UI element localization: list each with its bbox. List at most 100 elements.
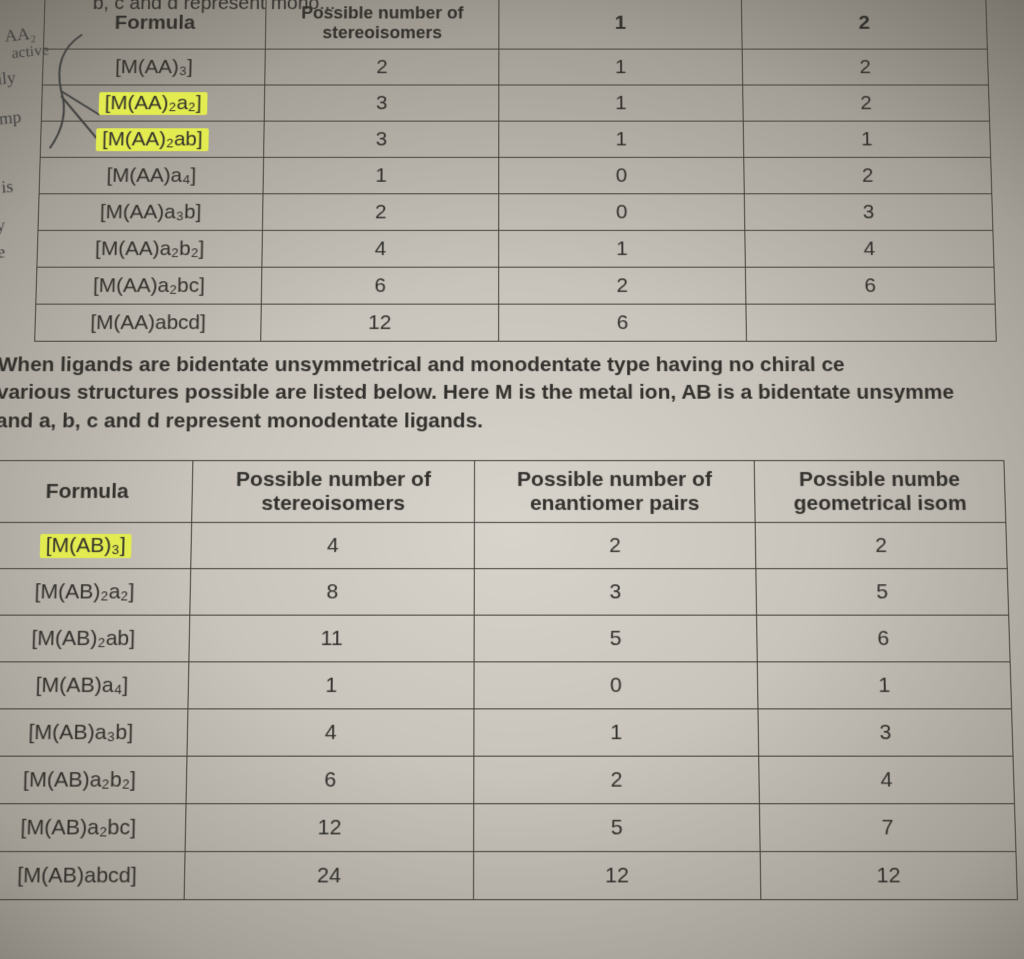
t2-stereo-0: 4 — [191, 522, 475, 568]
t2-stereo-4: 4 — [187, 709, 474, 756]
t2-enant-6: 5 — [474, 804, 761, 852]
t1-stereo-3: 1 — [263, 157, 499, 193]
t1-formula-1: [M(AA)₂a₂] — [41, 85, 264, 121]
t1-stereo-4: 2 — [262, 194, 498, 231]
t2-geom-1: 5 — [756, 569, 1009, 615]
t2-header-formula: Formula — [0, 461, 193, 523]
t2-header-stereo: Possible number of stereoisomers — [192, 461, 475, 523]
t2-geom-0: 2 — [755, 522, 1007, 568]
t2-formula-6: [M(AB)a₂bc] — [0, 804, 186, 852]
t2-enant-1: 3 — [474, 569, 756, 615]
table-row: [M(AA)a₂bc]626 — [36, 267, 995, 304]
t1-geom-2: 1 — [743, 121, 990, 157]
t1-stereo-7: 12 — [261, 304, 499, 341]
t1-stereo-5: 4 — [262, 230, 499, 267]
t1-geom-0: 2 — [742, 49, 988, 85]
t2-enant-3: 0 — [474, 662, 758, 709]
table-row: [M(AA)a₂b₂]414 — [37, 230, 994, 267]
t2-geom-2: 6 — [757, 615, 1011, 662]
t2-formula-4: [M(AB)a₃b] — [0, 709, 188, 756]
t1-header-geom: 2 — [741, 0, 987, 49]
t1-geom-1: 2 — [743, 85, 990, 121]
t2-formula-2: [M(AB)₂ab] — [0, 615, 190, 662]
t1-enant-0: 1 — [499, 49, 743, 85]
t2-stereo-5: 6 — [186, 756, 474, 804]
t1-geom-7 — [746, 304, 996, 341]
t1-geom-6: 6 — [745, 267, 995, 304]
t2-formula-5: [M(AB)a₂b₂] — [0, 756, 187, 804]
t1-enant-7: 6 — [499, 304, 747, 341]
t2-geom-6: 7 — [759, 804, 1016, 852]
t1-formula-4: [M(AA)a₃b] — [38, 194, 263, 231]
table-row: [M(AB)₂a₂]835 — [0, 569, 1009, 615]
t1-enant-1: 1 — [499, 85, 743, 121]
t2-geom-7: 12 — [760, 852, 1017, 900]
t2-enant-7: 12 — [474, 852, 761, 900]
table-row: [M(AB)a₂b₂]624 — [0, 756, 1014, 804]
margin-note-imp: imp — [0, 107, 22, 130]
margin-note-s: is — [1, 176, 14, 197]
t2-enant-4: 1 — [474, 709, 759, 756]
t2-formula-3: [M(AB)a₄] — [0, 662, 189, 709]
t1-enant-2: 1 — [499, 121, 744, 157]
table-row: [M(AA)₃]212 — [42, 49, 988, 85]
t2-stereo-6: 12 — [185, 804, 474, 852]
margin-note-y: y — [0, 215, 6, 236]
table-row: [M(AA)₂ab]311 — [40, 121, 990, 157]
t1-formula-6: [M(AA)a₂bc] — [36, 267, 262, 304]
t1-header-formula: Formula — [43, 0, 266, 49]
table-aa-ligands: FormulaPossible number of stereoisomers1… — [34, 0, 997, 342]
t1-stereo-1: 3 — [264, 85, 499, 121]
t1-enant-3: 0 — [499, 157, 745, 193]
t1-enant-5: 1 — [499, 230, 746, 267]
t1-formula-7: [M(AA)abcd] — [35, 304, 262, 341]
table-row: [M(AB)a₄]101 — [0, 662, 1012, 709]
table-row: [M(AB)₂ab]1156 — [0, 615, 1010, 662]
t2-formula-0: [M(AB)₃] — [0, 522, 192, 568]
t1-geom-4: 3 — [744, 194, 993, 231]
table-ab-ligands: FormulaPossible number of stereoisomersP… — [0, 460, 1018, 900]
table-row: [M(AB)a₃b]413 — [0, 709, 1013, 756]
table-row: [M(AB)a₂bc]1257 — [0, 804, 1016, 852]
t1-geom-5: 4 — [745, 230, 994, 267]
table-row: [M(AA)a₃b]203 — [38, 194, 993, 231]
t2-header-enant: Possible number of enantiomer pairs — [474, 461, 755, 523]
t2-formula-7: [M(AB)abcd] — [0, 852, 185, 900]
t1-enant-4: 0 — [499, 194, 745, 231]
t1-stereo-0: 2 — [265, 49, 499, 85]
t1-header-stereo: Possible number of stereoisomers — [265, 0, 499, 49]
t1-formula-5: [M(AA)a₂b₂] — [37, 230, 263, 267]
table-row: [M(AB)₃]422 — [0, 522, 1007, 568]
para-line-2: various structures possible are listed b… — [0, 379, 1002, 407]
para-line-1: When ligands are bidentate unsymmetrical… — [0, 352, 1001, 380]
table-row: [M(AA)abcd]126 — [35, 304, 997, 341]
t2-enant-0: 2 — [474, 522, 756, 568]
paragraph: When ligands are bidentate unsymmetrical… — [0, 352, 1003, 436]
t2-enant-5: 2 — [474, 756, 760, 804]
t2-stereo-2: 11 — [189, 615, 474, 662]
table-row: [M(AA)a₄]102 — [39, 157, 992, 193]
t2-stereo-3: 1 — [188, 662, 474, 709]
t1-formula-2: [M(AA)₂ab] — [40, 121, 264, 157]
t2-enant-2: 5 — [474, 615, 757, 662]
paper-surface: b, c and d represent mono... AA₂ active … — [0, 0, 1024, 959]
sheet: b, c and d represent mono... AA₂ active … — [0, 0, 1024, 959]
t2-stereo-1: 8 — [190, 569, 474, 615]
t2-header-geom: Possible numbe geometrical isom — [754, 461, 1006, 523]
t2-formula-1: [M(AB)₂a₂] — [0, 569, 191, 615]
table-row: [M(AA)₂a₂]312 — [41, 85, 989, 121]
t2-geom-5: 4 — [759, 756, 1015, 804]
t1-enant-6: 2 — [499, 267, 746, 304]
t2-geom-3: 1 — [757, 662, 1011, 709]
t1-stereo-2: 3 — [264, 121, 499, 157]
t2-geom-4: 3 — [758, 709, 1013, 756]
t2-stereo-7: 24 — [184, 852, 474, 900]
t1-formula-3: [M(AA)a₄] — [39, 157, 264, 193]
t1-formula-0: [M(AA)₃] — [42, 49, 265, 85]
t1-geom-3: 2 — [744, 157, 992, 193]
margin-note-ily: ily — [0, 68, 17, 90]
table-row: [M(AB)abcd]241212 — [0, 852, 1017, 900]
t1-header-enant: 1 — [499, 0, 742, 49]
margin-note-r: re — [0, 242, 6, 264]
para-line-3: and a, b, c and d represent monodentate … — [0, 407, 1003, 435]
